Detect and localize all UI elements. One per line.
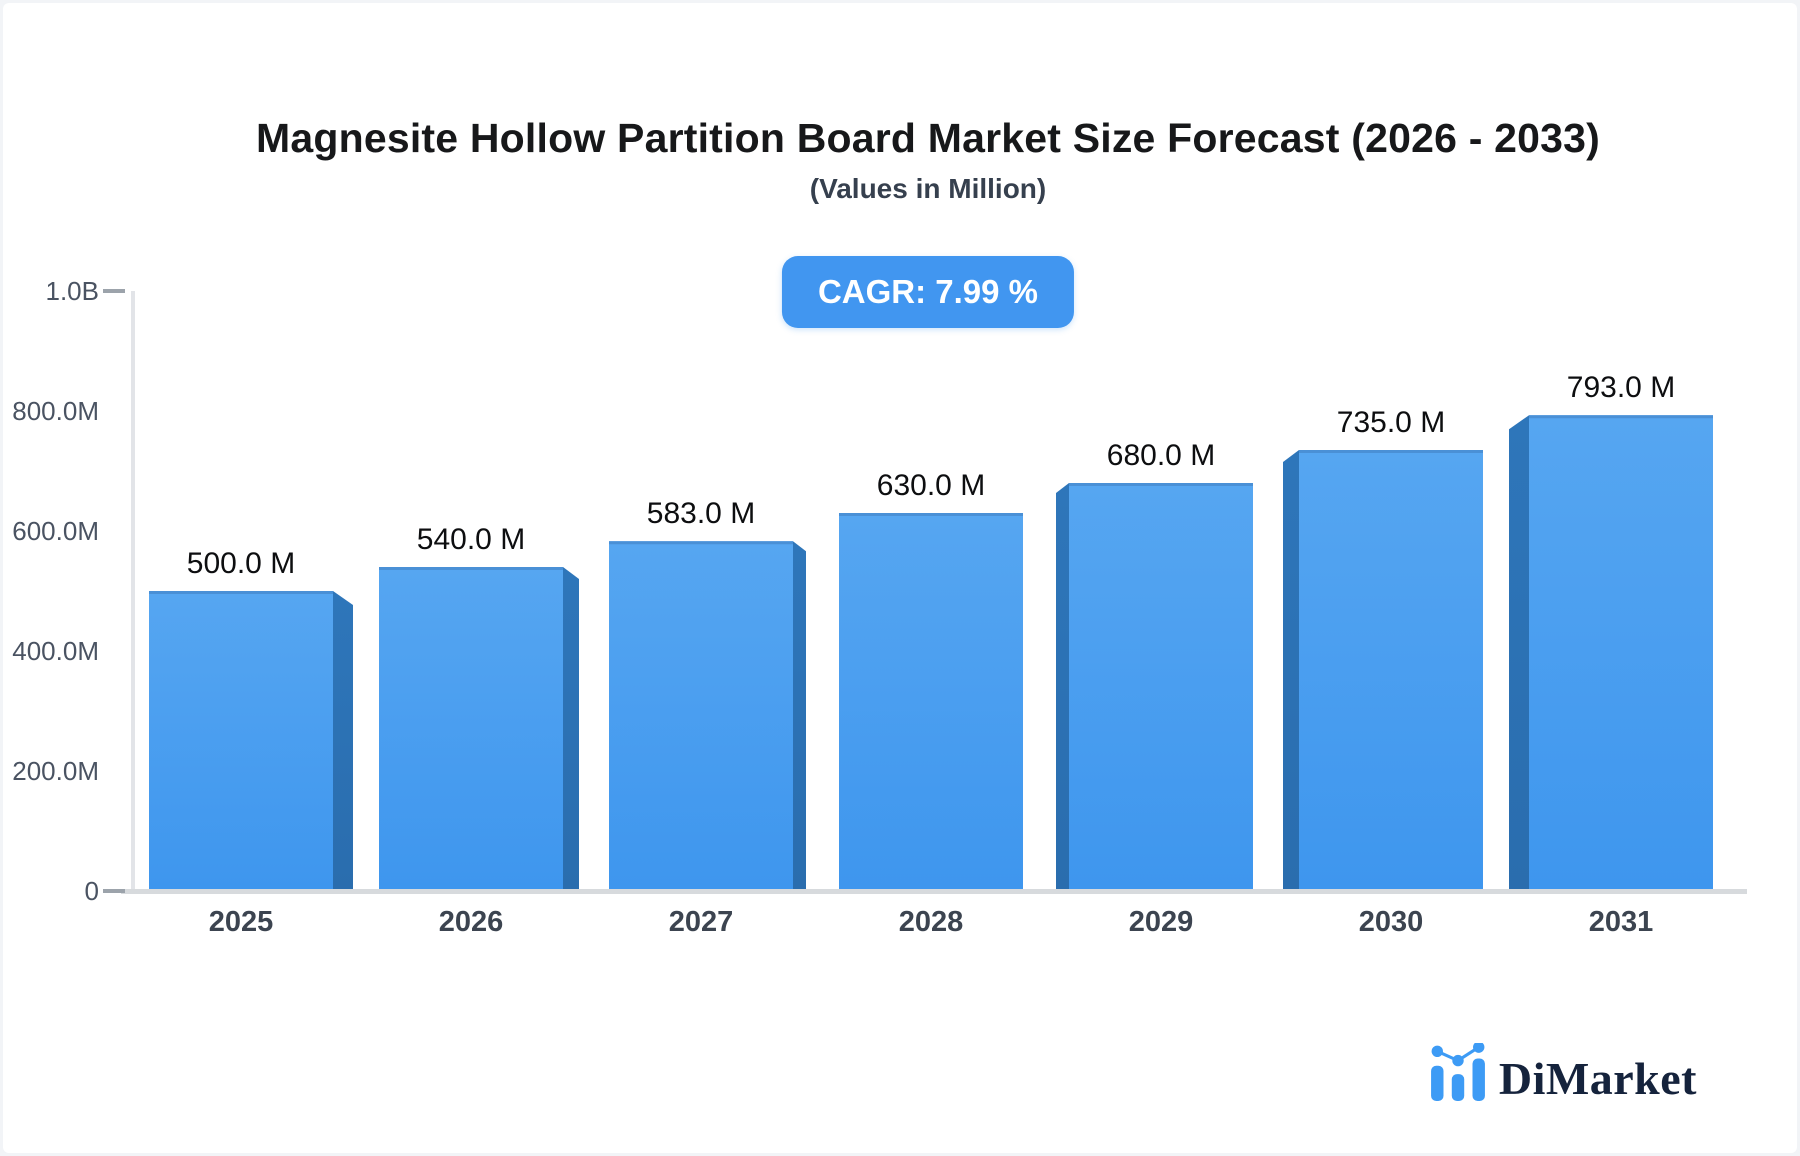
bar-side-2030[interactable]	[1283, 450, 1299, 891]
chart-subtitle: (Values in Million)	[809, 173, 1047, 204]
y-axis-tick-label: 1.0B	[46, 276, 100, 306]
bar-chart-plot-area: 500.0 M 2025 540.0 M 2026 583.0 M 2027 630.0 M…	[3, 233, 1797, 953]
x-axis-label: 2028	[899, 906, 964, 938]
y-axis-tick-label: 400.0M	[12, 636, 99, 666]
x-axis-baseline	[121, 889, 1747, 894]
x-axis-label: 2030	[1359, 906, 1424, 938]
brand-name: DiMarket	[1498, 1053, 1697, 1105]
dimarket-logo: DiMarket	[1430, 1043, 1697, 1105]
y-axis-tick	[103, 889, 125, 893]
y-axis-tick-label: 0	[85, 876, 99, 906]
bar-2030[interactable]	[1299, 450, 1483, 891]
bar-side-2025[interactable]	[333, 591, 353, 891]
bar-value-label: 500.0 M	[187, 547, 295, 580]
x-axis-label: 2031	[1589, 906, 1654, 938]
chart-title: Magnesite Hollow Partition Board Market …	[255, 115, 1601, 161]
x-axis-label: 2026	[439, 906, 504, 938]
bar-2028[interactable]	[839, 513, 1023, 891]
bar-side-2027[interactable]	[793, 541, 806, 891]
y-axis-tick	[103, 289, 125, 293]
y-axis-line	[131, 291, 135, 891]
bar-2027[interactable]	[609, 541, 793, 891]
cagr-badge: CAGR: 7.99 %	[781, 256, 1075, 328]
mini-bar-chart-icon	[1430, 1043, 1485, 1101]
bar-value-label: 630.0 M	[877, 469, 985, 502]
bar-chart-svg: 500.0 M 2025 540.0 M 2026 583.0 M 2027 630.0 M…	[12, 276, 1747, 938]
bar-side-2029[interactable]	[1056, 483, 1069, 891]
bar-2025[interactable]	[149, 591, 333, 891]
bar-2029[interactable]	[1069, 483, 1253, 891]
bar-value-label: 583.0 M	[647, 497, 755, 530]
bar-side-2026[interactable]	[563, 567, 579, 891]
bar-2026[interactable]	[379, 567, 563, 891]
x-axis-label: 2029	[1129, 906, 1194, 938]
y-axis-tick-label: 200.0M	[12, 756, 99, 786]
chart-card: Magnesite Hollow Partition Board Market …	[3, 3, 1797, 1153]
bar-value-label: 540.0 M	[417, 523, 525, 556]
bar-value-label: 793.0 M	[1567, 371, 1675, 404]
bar-value-label: 735.0 M	[1337, 406, 1445, 439]
x-axis-label: 2027	[669, 906, 734, 938]
y-axis-tick-label: 600.0M	[12, 516, 99, 546]
bar-2031[interactable]	[1529, 415, 1713, 891]
bar-value-label: 680.0 M	[1107, 439, 1215, 472]
bar-side-2031[interactable]	[1509, 415, 1529, 891]
x-axis-label: 2025	[209, 906, 274, 938]
y-axis-tick-label: 800.0M	[12, 396, 99, 426]
